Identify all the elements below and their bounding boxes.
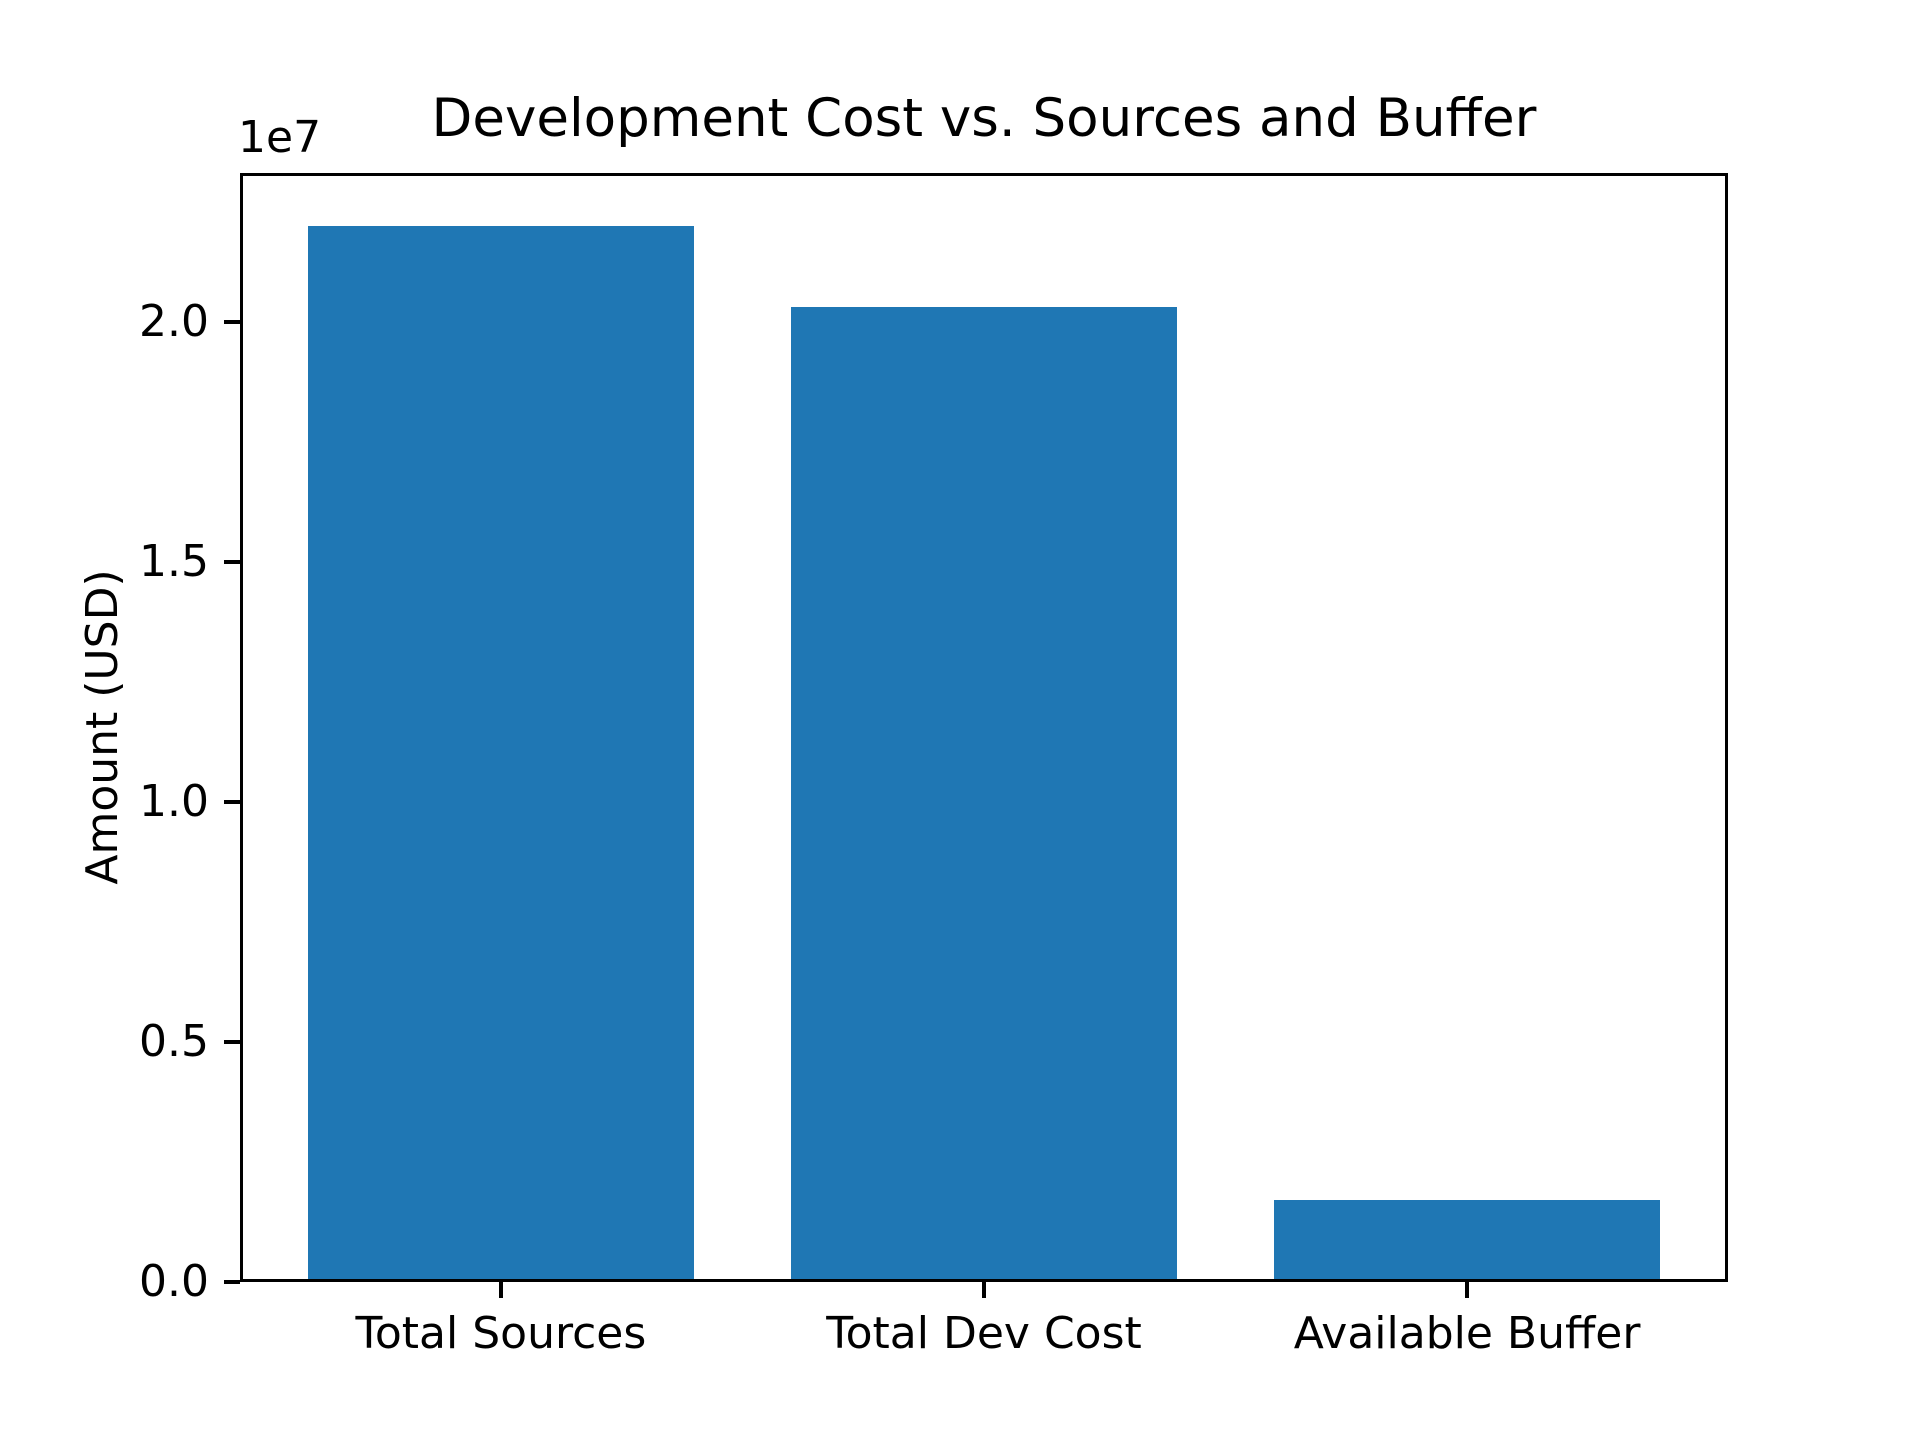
plot-area — [240, 173, 1728, 1282]
x-tick-mark — [499, 1282, 503, 1298]
x-tick-label-total-dev-cost: Total Dev Cost — [826, 1308, 1142, 1359]
y-axis-label: Amount (USD) — [77, 569, 128, 885]
y-tick-label: 2.0 — [139, 295, 209, 347]
y-tick-label: 0.5 — [139, 1015, 209, 1067]
y-tick-label: 0.0 — [139, 1256, 209, 1307]
chart-title: Development Cost vs. Sources and Buffer — [431, 88, 1537, 149]
x-tick-mark — [982, 1282, 986, 1298]
y-tick-mark — [224, 800, 240, 804]
y-tick-mark — [224, 1280, 240, 1284]
x-tick-label-total-sources: Total Sources — [355, 1308, 647, 1359]
y-tick-label: 1.5 — [139, 535, 209, 587]
y-tick-mark — [224, 1040, 240, 1044]
y-tick-label: 1.0 — [139, 775, 209, 827]
x-tick-mark — [1465, 1282, 1469, 1298]
y-tick-mark — [224, 560, 240, 564]
x-tick-label-available-buffer: Available Buffer — [1293, 1308, 1641, 1359]
bar-total-sources — [307, 225, 695, 1282]
y-axis-offset-text: 1e7 — [238, 112, 322, 163]
bar-total-dev-cost — [790, 307, 1178, 1282]
bar-available-buffer — [1273, 1200, 1661, 1282]
y-tick-mark — [224, 320, 240, 324]
